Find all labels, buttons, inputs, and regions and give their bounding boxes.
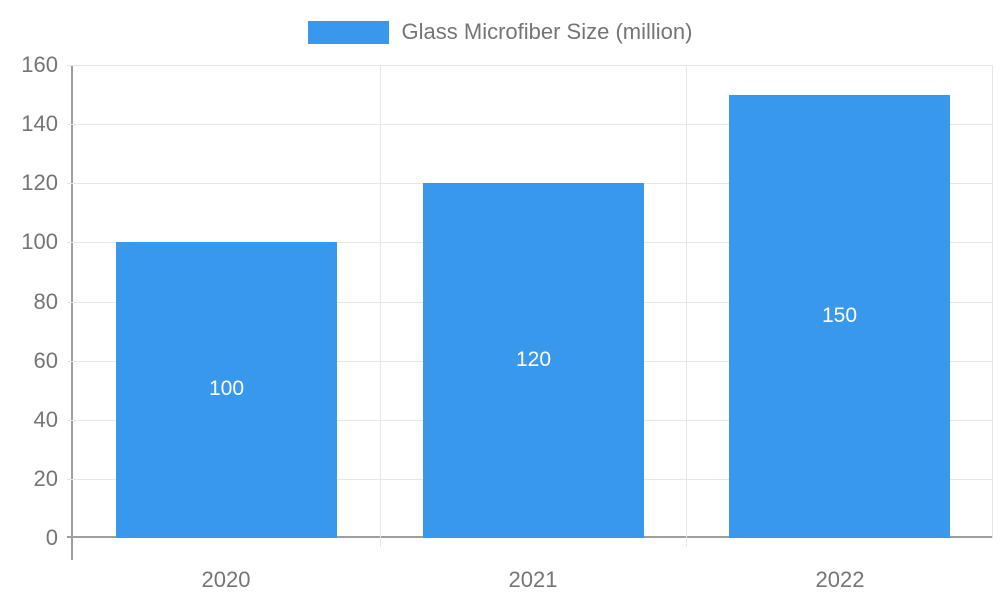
y-tick-label: 120 [21,170,58,196]
y-tick-label: 160 [21,52,58,77]
gridline [67,123,993,125]
legend-label: Glass Microfiber Size (million) [401,19,693,44]
y-tick-label: 0 [45,525,58,550]
y-tick-label: 140 [21,111,58,137]
bar-value-label: 100 [208,377,245,400]
gridline-vertical [685,65,687,547]
y-tick-label: 20 [33,465,58,491]
bar-2021[interactable]: 120 [423,183,644,538]
y-tick-label: 60 [33,347,58,373]
bar-value-label: 150 [821,303,858,327]
bar-value-label: 120 [515,347,552,371]
gridline-vertical [992,65,993,538]
y-axis-labels: 0 20 40 60 80 100 120 140 160 [0,52,58,550]
gridline [67,64,993,66]
bar-2022[interactable]: 150 [729,95,950,538]
x-axis-labels: 2020 2021 2022 [73,538,993,598]
bar-2020[interactable]: 100 [116,242,337,538]
y-tick-label: 80 [33,288,58,314]
x-tick-label: 2022 [815,567,865,592]
y-tick-label: 100 [21,229,58,255]
gridline-vertical [379,65,381,547]
y-axis-line [71,65,73,560]
y-tick-label: 40 [33,406,58,432]
plot-area: 100 120 150 [67,64,993,560]
legend-swatch [307,20,389,44]
legend[interactable]: Glass Microfiber Size (million) [0,19,1000,45]
x-tick-label: 2021 [508,567,558,592]
x-tick-label: 2020 [201,567,251,592]
